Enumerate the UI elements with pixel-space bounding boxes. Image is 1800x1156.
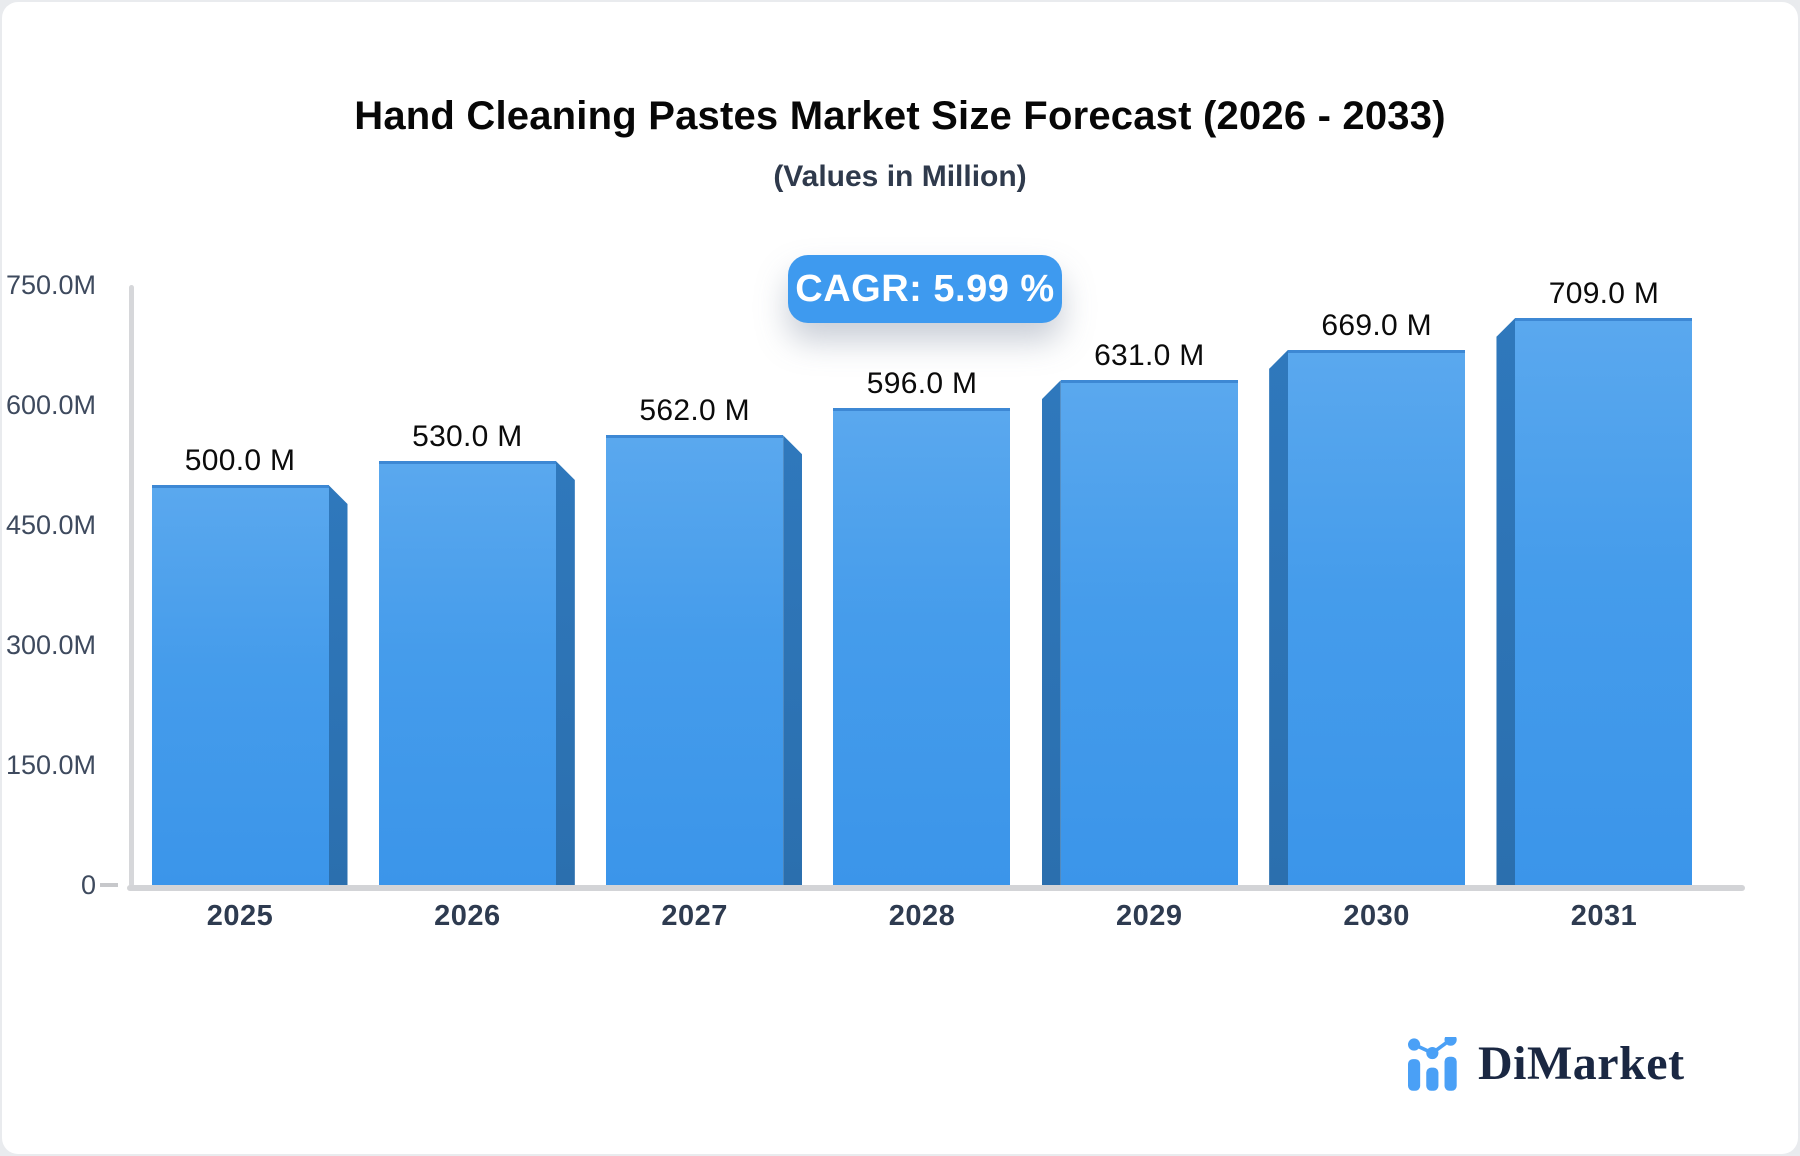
bar-value-label: 631.0 M bbox=[1094, 339, 1205, 373]
y-tick-label: 600.0M bbox=[5, 390, 96, 420]
y-tick-label: 0 bbox=[80, 870, 96, 900]
logo-text: DiMarket bbox=[1478, 1037, 1685, 1090]
bar-side-face bbox=[328, 485, 348, 885]
y-tick-label: 750.0M bbox=[5, 270, 96, 300]
bar-value-label: 562.0 M bbox=[639, 394, 750, 428]
bar-2028[interactable] bbox=[833, 408, 1011, 885]
bar-value-label: 596.0 M bbox=[866, 367, 978, 401]
x-axis-line bbox=[127, 885, 1745, 891]
x-tick-label: 2030 bbox=[1343, 900, 1410, 932]
y-tick-label: 300.0M bbox=[5, 630, 96, 660]
bar-side-face bbox=[1496, 317, 1516, 885]
y-tick-label: 450.0M bbox=[5, 510, 96, 540]
x-tick-label: 2025 bbox=[206, 900, 274, 932]
bar-side-face bbox=[1041, 380, 1061, 885]
bar-2030[interactable] bbox=[1288, 349, 1466, 885]
bar-2026[interactable] bbox=[378, 461, 556, 885]
bar-side-face bbox=[555, 461, 575, 885]
chart-title: Hand Cleaning Pastes Market Size Forecas… bbox=[354, 94, 1446, 138]
bar-value-label: 709.0 M bbox=[1548, 276, 1660, 310]
zero-tick-mark bbox=[100, 883, 118, 887]
bar-value-label: 500.0 M bbox=[184, 444, 296, 477]
dimarket-logo: DiMarket bbox=[1408, 1036, 1685, 1091]
bar-2031[interactable] bbox=[1515, 317, 1693, 885]
bar-value-label: 530.0 M bbox=[412, 420, 523, 453]
bar-side-face bbox=[1269, 349, 1289, 885]
bar-2029[interactable] bbox=[1060, 380, 1238, 885]
chart-subtitle: (Values in Million) bbox=[773, 160, 1027, 193]
y-axis-line bbox=[129, 285, 134, 887]
mini-bar-chart-icon bbox=[1408, 1036, 1457, 1091]
x-tick-label: 2031 bbox=[1570, 900, 1638, 932]
x-tick-label: 2027 bbox=[661, 900, 728, 932]
x-tick-label: 2029 bbox=[1116, 900, 1183, 932]
bar-side-face bbox=[783, 435, 803, 885]
bar-2025[interactable] bbox=[151, 485, 329, 885]
cagr-badge: CAGR: 5.99 % bbox=[788, 255, 1062, 323]
bar-2027[interactable] bbox=[606, 435, 784, 885]
bar-value-label: 669.0 M bbox=[1321, 308, 1432, 342]
x-tick-label: 2026 bbox=[434, 900, 501, 932]
x-tick-label: 2028 bbox=[888, 900, 956, 932]
y-tick-label: 150.0M bbox=[5, 750, 96, 780]
